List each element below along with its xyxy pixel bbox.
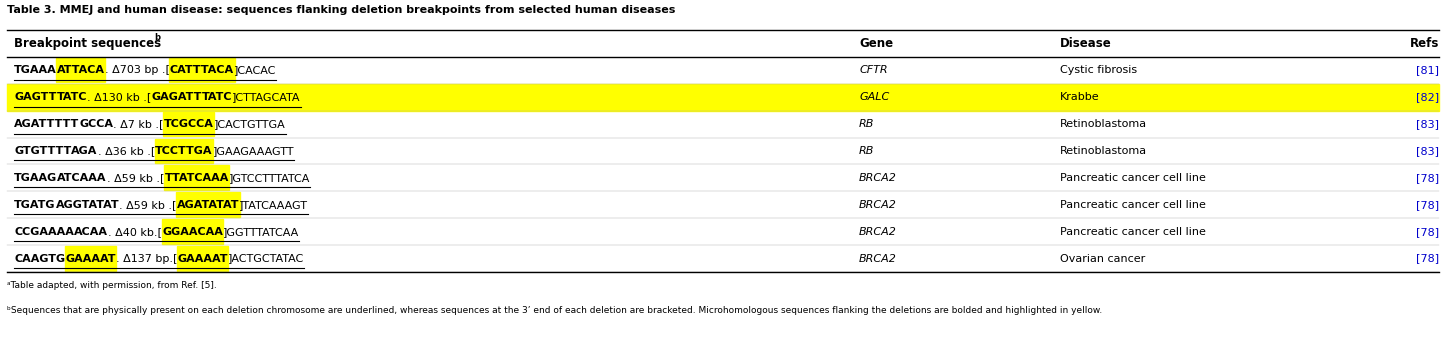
Text: Disease: Disease	[1060, 37, 1112, 50]
Bar	[162, 219, 224, 244]
Text: TCGCCA: TCGCCA	[163, 119, 214, 129]
Text: [78]: [78]	[1416, 254, 1439, 264]
Text: ]ACTGCTATAC: ]ACTGCTATAC	[228, 254, 304, 264]
Text: AGA: AGA	[71, 146, 98, 156]
Text: b: b	[155, 33, 161, 42]
Text: . Δ130 kb .[: . Δ130 kb .[	[87, 92, 152, 102]
Text: GAAAAT: GAAAAT	[178, 254, 228, 264]
Text: TATC: TATC	[202, 92, 233, 102]
Text: AGGTATAT: AGGTATAT	[55, 200, 119, 210]
Text: ATTACA: ATTACA	[56, 65, 106, 75]
Text: BRCA2: BRCA2	[859, 227, 897, 237]
Text: Retinoblastoma: Retinoblastoma	[1060, 146, 1147, 156]
Text: GCCA: GCCA	[80, 119, 113, 129]
Text: BRCA2: BRCA2	[859, 173, 897, 183]
Text: BRCA2: BRCA2	[859, 254, 897, 264]
Text: [81]: [81]	[1416, 65, 1439, 75]
Bar	[155, 139, 213, 163]
Bar	[56, 58, 106, 82]
Text: GAGTT: GAGTT	[14, 92, 56, 102]
Text: GGAACAA: GGAACAA	[162, 227, 223, 237]
Text: ᵇSequences that are physically present on each deletion chromosome are underline: ᵇSequences that are physically present o…	[7, 306, 1102, 315]
Text: ]TATCAAAGT: ]TATCAAAGT	[239, 200, 308, 210]
Bar	[163, 165, 230, 190]
Text: ATCAAA: ATCAAA	[58, 173, 107, 183]
Text: Retinoblastoma: Retinoblastoma	[1060, 119, 1147, 129]
Text: GALC: GALC	[859, 92, 889, 102]
Text: CATTTACA: CATTTACA	[171, 65, 234, 75]
Text: . Δ40 kb.[: . Δ40 kb.[	[108, 227, 162, 237]
Text: BRCA2: BRCA2	[859, 200, 897, 210]
Text: TGAAA: TGAAA	[14, 65, 56, 75]
Text: Ovarian cancer: Ovarian cancer	[1060, 254, 1145, 264]
Text: [83]: [83]	[1416, 146, 1439, 156]
Bar	[163, 112, 214, 136]
Text: ]CACTGTTGA: ]CACTGTTGA	[214, 119, 285, 129]
Text: ]GGTTTATCAA: ]GGTTTATCAA	[223, 227, 299, 237]
Text: Krabbe: Krabbe	[1060, 92, 1099, 102]
Text: GAGATT: GAGATT	[152, 92, 202, 102]
Bar	[7, 84, 1439, 111]
Text: TGATG: TGATG	[14, 200, 55, 210]
Text: [78]: [78]	[1416, 227, 1439, 237]
Text: . Δ59 kb .[: . Δ59 kb .[	[107, 173, 165, 183]
Text: . Δ7 kb .[: . Δ7 kb .[	[113, 119, 163, 129]
Text: RB: RB	[859, 146, 875, 156]
Text: . Δ703 bp .[: . Δ703 bp .[	[106, 65, 171, 75]
Text: Cystic fibrosis: Cystic fibrosis	[1060, 65, 1137, 75]
Text: ]CTTAGCATA: ]CTTAGCATA	[233, 92, 301, 102]
Text: CFTR: CFTR	[859, 65, 888, 75]
Text: TGAAG: TGAAG	[14, 173, 58, 183]
Text: AGATTTTT: AGATTTTT	[14, 119, 80, 129]
Text: ]GAAGAAAGTT: ]GAAGAAAGTT	[213, 146, 294, 156]
Text: TCCTTGA: TCCTTGA	[155, 146, 213, 156]
Text: Pancreatic cancer cell line: Pancreatic cancer cell line	[1060, 227, 1206, 237]
Text: Refs: Refs	[1410, 37, 1439, 50]
Text: RB: RB	[859, 119, 875, 129]
Text: Gene: Gene	[859, 37, 894, 50]
Bar	[176, 246, 228, 270]
Text: GAAAAT: GAAAAT	[65, 254, 116, 264]
Text: ]CACAC: ]CACAC	[234, 65, 276, 75]
Text: ACAA: ACAA	[74, 227, 108, 237]
Text: ]GTCCTTTATCA: ]GTCCTTTATCA	[228, 173, 309, 183]
Text: [83]: [83]	[1416, 119, 1439, 129]
Text: . Δ59 kb .[: . Δ59 kb .[	[119, 200, 176, 210]
Text: . Δ36 kb .[: . Δ36 kb .[	[98, 146, 155, 156]
Text: Pancreatic cancer cell line: Pancreatic cancer cell line	[1060, 200, 1206, 210]
Text: TATC: TATC	[56, 92, 87, 102]
Text: GTGTTTT: GTGTTTT	[14, 146, 71, 156]
Text: [82]: [82]	[1416, 92, 1439, 102]
Bar	[169, 58, 234, 82]
Text: Pancreatic cancer cell line: Pancreatic cancer cell line	[1060, 173, 1206, 183]
Bar	[176, 192, 240, 217]
Text: [78]: [78]	[1416, 200, 1439, 210]
Text: Breakpoint sequences: Breakpoint sequences	[14, 37, 162, 50]
Text: CAAGTG: CAAGTG	[14, 254, 65, 264]
Text: AGATATAT: AGATATAT	[176, 200, 239, 210]
Text: ᵃTable adapted, with permission, from Ref. [5].: ᵃTable adapted, with permission, from Re…	[7, 281, 217, 290]
Text: Table 3. MMEJ and human disease: sequences flanking deletion breakpoints from se: Table 3. MMEJ and human disease: sequenc…	[7, 5, 675, 15]
Text: CCGAAAA: CCGAAAA	[14, 227, 74, 237]
Text: [78]: [78]	[1416, 173, 1439, 183]
Bar	[65, 246, 116, 270]
Text: . Δ137 bp.[: . Δ137 bp.[	[116, 254, 178, 264]
Text: TTATCAAA: TTATCAAA	[165, 173, 228, 183]
